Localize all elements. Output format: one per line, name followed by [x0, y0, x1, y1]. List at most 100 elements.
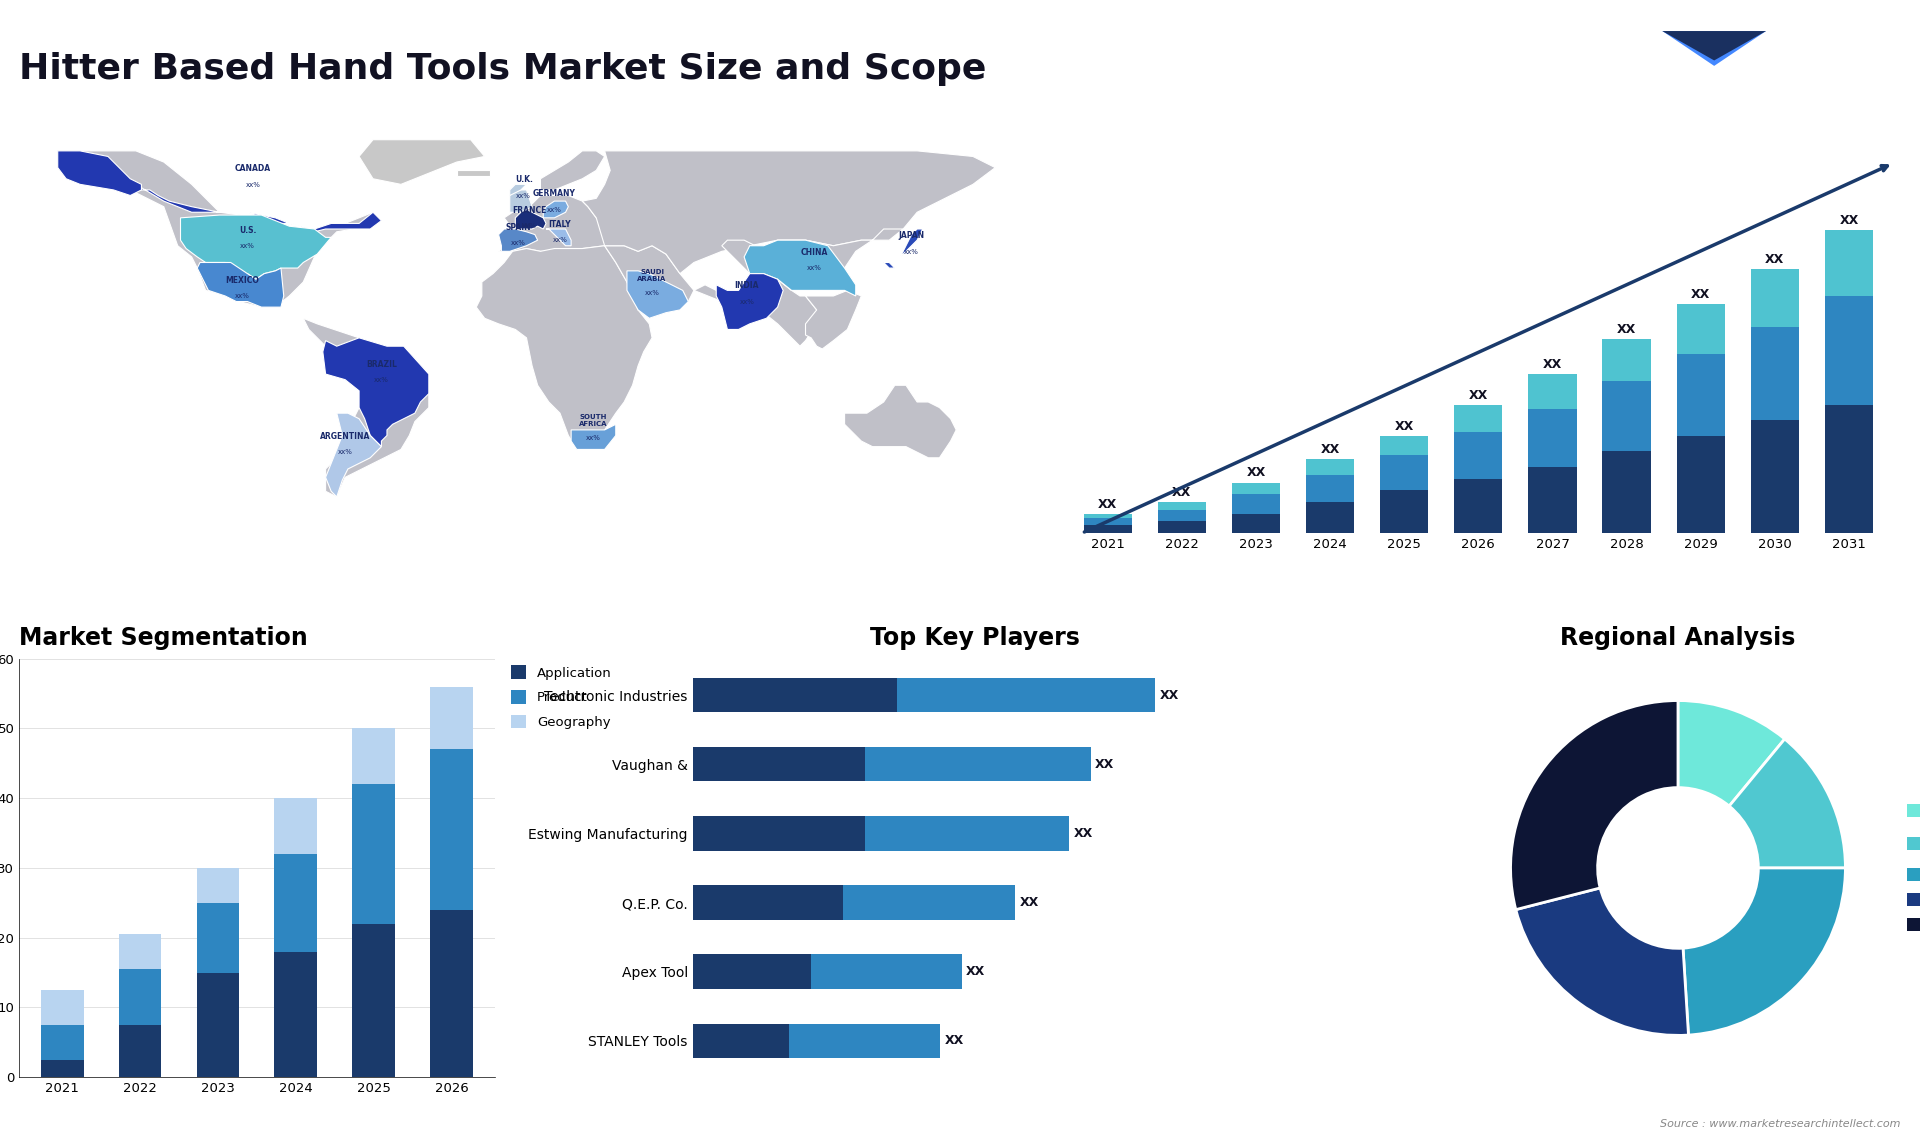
Bar	[351, 924, 396, 1077]
Text: xx%: xx%	[511, 241, 526, 246]
Bar	[1676, 435, 1724, 533]
Text: xx%: xx%	[645, 290, 659, 297]
Bar	[1306, 502, 1354, 533]
Bar	[275, 951, 317, 1077]
Bar	[693, 816, 864, 850]
Text: GERMANY: GERMANY	[534, 189, 576, 198]
Text: XX: XX	[1160, 689, 1179, 701]
Polygon shape	[499, 229, 538, 251]
Bar	[430, 686, 472, 749]
Polygon shape	[883, 262, 895, 268]
Text: xx%: xx%	[246, 181, 261, 188]
Text: U.S.: U.S.	[238, 226, 255, 235]
Polygon shape	[509, 185, 526, 196]
Text: XX: XX	[1094, 758, 1114, 771]
Bar	[693, 747, 864, 782]
Bar	[196, 973, 240, 1077]
Bar	[864, 747, 1091, 782]
Bar	[351, 784, 396, 924]
Text: xx%: xx%	[904, 249, 920, 254]
Polygon shape	[745, 241, 856, 296]
Bar	[119, 1025, 161, 1077]
Polygon shape	[457, 171, 490, 176]
Text: SOUTH
AFRICA: SOUTH AFRICA	[580, 414, 609, 427]
Polygon shape	[545, 229, 570, 245]
Bar	[693, 955, 810, 989]
Bar	[1824, 230, 1874, 296]
Bar	[1824, 405, 1874, 533]
Polygon shape	[605, 245, 693, 319]
Text: CHINA: CHINA	[801, 248, 828, 257]
Text: XX: XX	[1544, 358, 1563, 370]
Bar	[1083, 513, 1131, 518]
Text: XX: XX	[1173, 486, 1192, 499]
Text: ARGENTINA: ARGENTINA	[321, 432, 371, 441]
Text: Market Segmentation: Market Segmentation	[19, 626, 307, 650]
Polygon shape	[198, 262, 284, 307]
Bar	[40, 1060, 84, 1077]
Bar	[1603, 339, 1651, 382]
Text: BRAZIL: BRAZIL	[367, 360, 397, 369]
Bar	[1528, 409, 1576, 468]
Circle shape	[1597, 787, 1759, 949]
Text: XX: XX	[1098, 497, 1117, 511]
Text: XX: XX	[1692, 288, 1711, 300]
Text: xx%: xx%	[338, 449, 353, 455]
Bar	[196, 868, 240, 903]
Bar	[430, 910, 472, 1077]
Text: XX: XX	[1321, 444, 1340, 456]
Bar	[693, 1023, 789, 1058]
Title: Top Key Players: Top Key Players	[870, 626, 1079, 650]
Text: ITALY: ITALY	[549, 220, 572, 229]
Bar	[275, 799, 317, 854]
Bar	[1306, 460, 1354, 474]
Bar	[810, 955, 962, 989]
Bar	[1158, 502, 1206, 510]
Text: xx%: xx%	[553, 237, 568, 243]
Polygon shape	[58, 151, 142, 196]
Bar	[40, 990, 84, 1025]
Bar	[1083, 518, 1131, 525]
Bar	[1603, 382, 1651, 452]
Bar	[789, 1023, 941, 1058]
Polygon shape	[326, 414, 382, 497]
Bar	[897, 677, 1156, 713]
Text: xx%: xx%	[586, 435, 601, 441]
Polygon shape	[628, 270, 689, 319]
Bar	[1751, 268, 1799, 327]
Polygon shape	[889, 229, 924, 262]
Polygon shape	[806, 290, 862, 350]
Bar	[1158, 521, 1206, 533]
Wedge shape	[1511, 700, 1678, 910]
Polygon shape	[509, 190, 532, 212]
Text: Hitter Based Hand Tools Market Size and Scope: Hitter Based Hand Tools Market Size and …	[19, 52, 987, 86]
Text: xx%: xx%	[739, 299, 755, 305]
Polygon shape	[1663, 31, 1766, 61]
Text: xx%: xx%	[240, 243, 255, 249]
Polygon shape	[499, 196, 624, 251]
Bar	[1380, 455, 1428, 490]
Polygon shape	[570, 424, 616, 449]
Text: MARKET
RESEARCH
INTELLECT: MARKET RESEARCH INTELLECT	[1784, 30, 1837, 63]
Polygon shape	[693, 274, 816, 346]
Polygon shape	[845, 385, 956, 457]
Text: CANADA: CANADA	[234, 164, 271, 173]
Text: xx%: xx%	[234, 293, 250, 299]
Bar	[196, 903, 240, 973]
Bar	[1824, 296, 1874, 405]
Bar	[1453, 432, 1503, 479]
Text: XX: XX	[1246, 466, 1265, 479]
Text: xx%: xx%	[516, 193, 532, 198]
Text: XX: XX	[1617, 323, 1636, 336]
Polygon shape	[582, 151, 995, 274]
Bar	[1306, 474, 1354, 502]
Text: XX: XX	[966, 965, 985, 979]
Wedge shape	[1684, 868, 1845, 1035]
Bar	[275, 854, 317, 951]
Polygon shape	[1663, 31, 1766, 65]
Bar	[843, 885, 1016, 920]
Polygon shape	[722, 229, 902, 290]
Text: xx%: xx%	[547, 206, 563, 213]
Bar	[1233, 513, 1281, 533]
Bar	[864, 816, 1069, 850]
